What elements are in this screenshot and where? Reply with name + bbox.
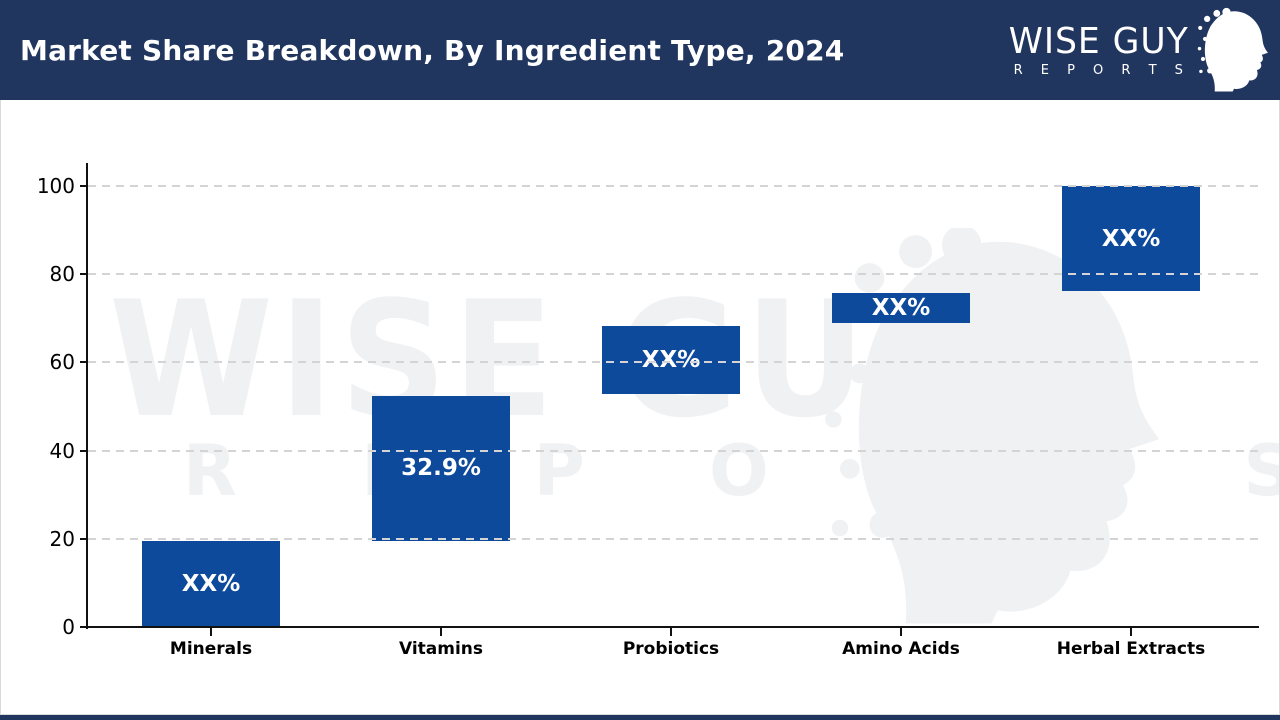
gridline-y100 xyxy=(88,185,1259,187)
bar-value-label: XX% xyxy=(181,571,241,597)
y-tick-label: 40 xyxy=(49,438,75,463)
bar-minerals: XX% xyxy=(142,541,280,627)
y-tick-mark xyxy=(80,626,88,628)
y-tick-label: 60 xyxy=(49,350,75,375)
y-tick-label: 80 xyxy=(49,262,75,287)
waterfall-chart: 0 20 40 60 80 100 XX% Minerals 32.9% Vitamins XX% P… xyxy=(1,100,1279,714)
y-tick-mark xyxy=(80,361,88,364)
y-tick-mark xyxy=(80,273,88,276)
gridline-y20 xyxy=(88,537,1259,540)
gridline-y80 xyxy=(88,273,1259,276)
chart-canvas: WISE GUY R E P O R T S 0 20 40 60 80 100 XX% Mi… xyxy=(0,100,1280,715)
y-tick-mark xyxy=(80,449,88,452)
x-tick-mark xyxy=(900,628,902,636)
page-title: Market Share Breakdown, By Ingredient Ty… xyxy=(20,33,845,67)
gridline-y60 xyxy=(88,361,1259,364)
x-tick-mark xyxy=(440,628,442,636)
bar-probiotics: XX% xyxy=(602,325,740,395)
logo-subtitle: R E P O R T S xyxy=(1013,62,1190,78)
footer-bar xyxy=(0,715,1280,720)
bar-herbal-extracts: XX% xyxy=(1062,186,1200,292)
bar-amino-acids: XX% xyxy=(832,292,970,324)
x-tick-mark xyxy=(1130,628,1132,636)
y-tick-mark xyxy=(80,185,88,187)
x-category-label: Amino Acids xyxy=(842,639,960,659)
y-tick-label: 20 xyxy=(49,526,75,551)
y-tick-label: 100 xyxy=(36,174,75,198)
x-category-label: Herbal Extracts xyxy=(1056,639,1206,659)
x-tick-mark xyxy=(670,628,672,636)
bar-value-label: 32.9% xyxy=(401,455,481,482)
x-category-label: Vitamins xyxy=(398,639,484,659)
logo-text: WISE GUY R E P O R T S xyxy=(1005,22,1193,78)
bar-value-label: XX% xyxy=(871,294,931,321)
y-tick-mark xyxy=(80,537,88,540)
wise-guy-reports-logo: WISE GUY R E P O R T S xyxy=(1005,4,1271,96)
y-axis xyxy=(86,163,88,629)
gridline-y40 xyxy=(88,449,1259,452)
bar-vitamins: 32.9% xyxy=(372,395,510,541)
x-category-label: Minerals xyxy=(169,639,253,659)
y-tick-label: 0 xyxy=(62,615,75,639)
x-axis xyxy=(86,626,1259,628)
x-category-label: Probiotics xyxy=(622,639,720,659)
header-bar: Market Share Breakdown, By Ingredient Ty… xyxy=(0,0,1280,100)
x-tick-mark xyxy=(210,628,212,636)
bar-value-label: XX% xyxy=(1101,225,1161,252)
bar-value-label: XX% xyxy=(641,346,701,373)
logo-wordmark: WISE GUY xyxy=(1008,21,1189,63)
dotted-head-icon xyxy=(1197,7,1268,92)
